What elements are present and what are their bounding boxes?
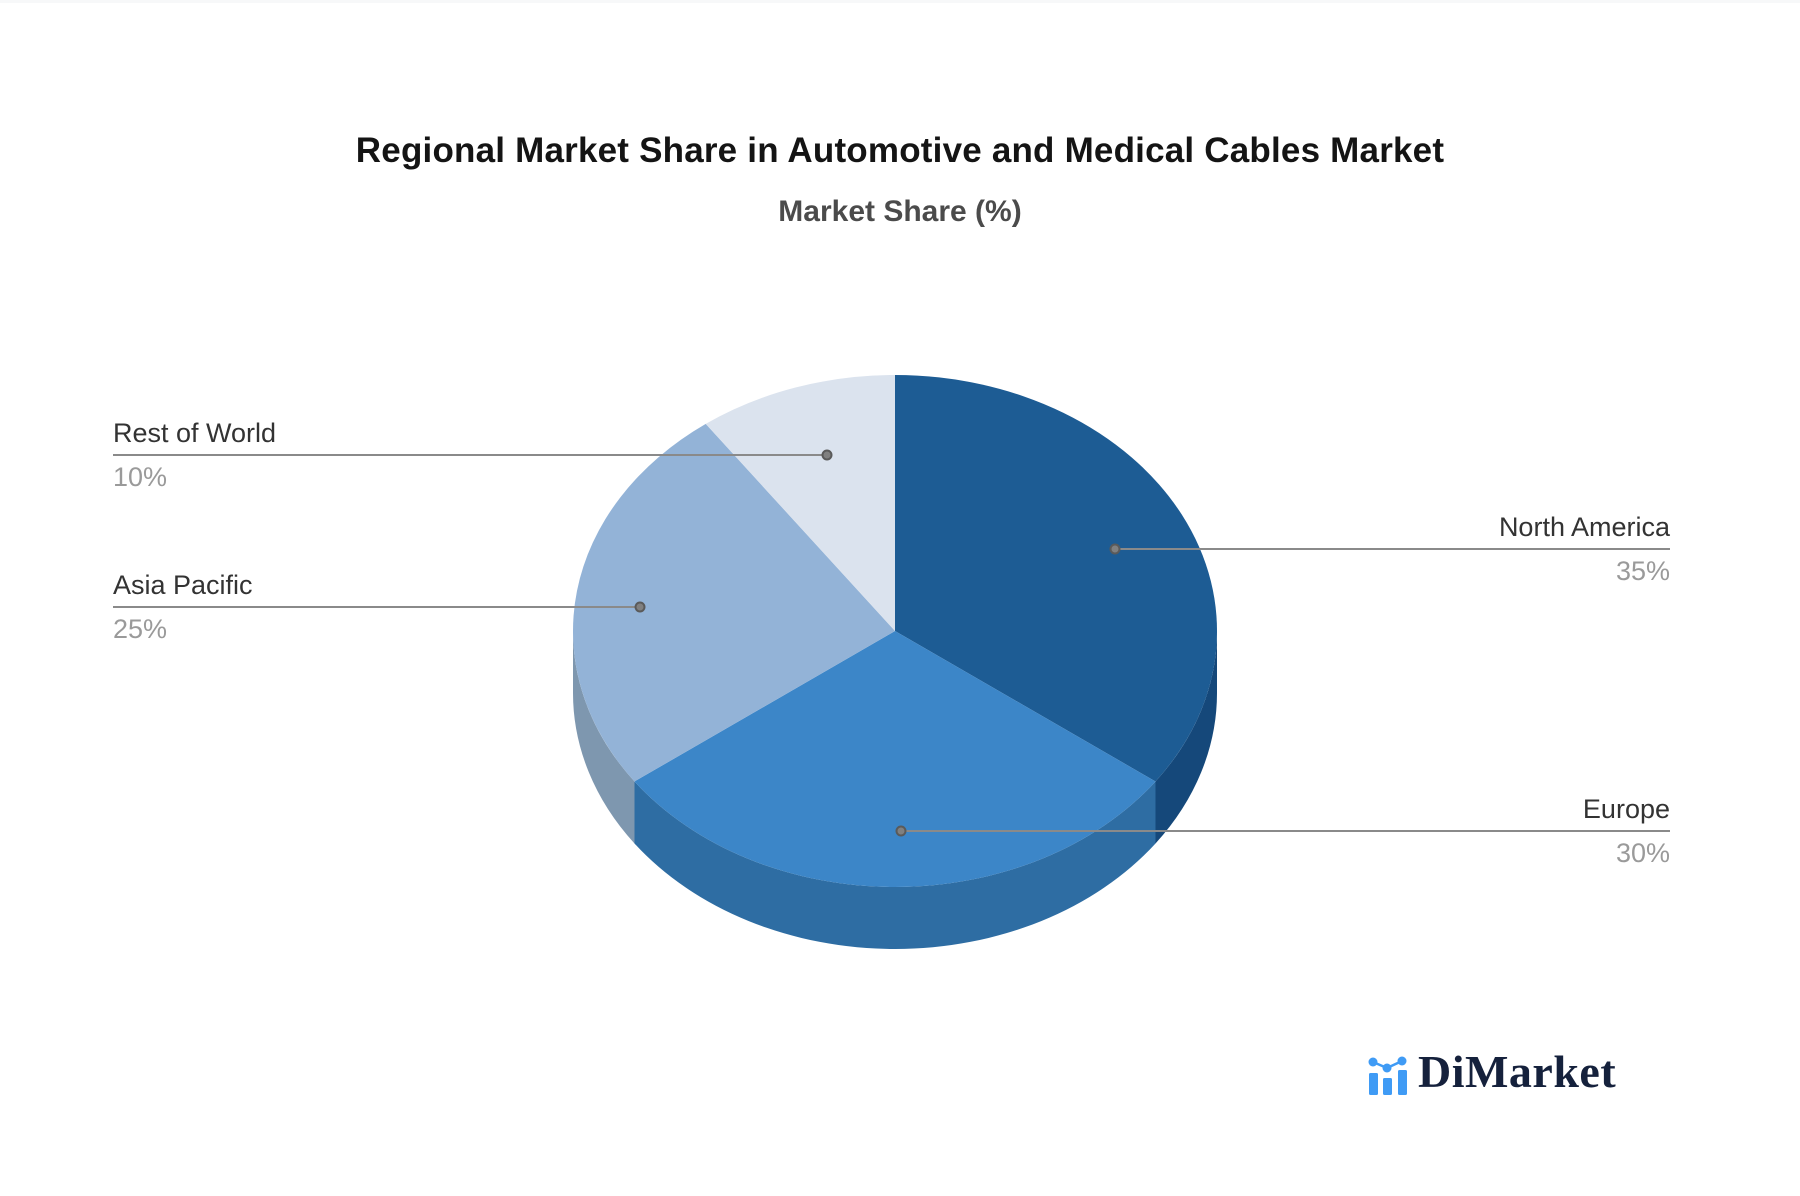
- bar-chart-icon: [1368, 1056, 1407, 1095]
- callout-dot-europe: [895, 825, 907, 837]
- chart-title: Regional Market Share in Automotive and …: [355, 131, 1445, 170]
- callout-europe: Europe 30%: [1583, 794, 1670, 869]
- callout-value: 25%: [113, 614, 168, 644]
- callout-value: 35%: [1615, 556, 1670, 586]
- callout-asia-pacific: Asia Pacific 25%: [113, 570, 253, 645]
- callout-value: 30%: [1615, 838, 1670, 868]
- pie-slice-asia-pacific: [573, 423, 895, 782]
- pie-rim-north-america: [1155, 631, 1217, 844]
- callout-label: North America: [1498, 512, 1670, 542]
- callout-dot-asia-pacific: [634, 601, 646, 613]
- pie-slices: [573, 375, 1217, 887]
- pie-slice-north-america: [895, 375, 1217, 782]
- chart-subtitle: Market Share (%): [778, 195, 1022, 228]
- callout-dot-rest-of-world: [821, 449, 833, 461]
- callout-label: Rest of World: [113, 418, 277, 448]
- callout-dot-north-america: [1109, 543, 1121, 555]
- callout-value: 10%: [113, 462, 168, 492]
- pie-rim-asia-pacific: [573, 631, 635, 844]
- callout-rest-of-world: Rest of World 10%: [113, 418, 276, 493]
- pie-chart: [113, 375, 1670, 950]
- callout-label: Europe: [1582, 794, 1670, 824]
- logo-text: DiMarket: [1418, 1046, 1617, 1097]
- callout-north-america: North America 35%: [1499, 512, 1670, 587]
- callout-lines: [113, 449, 1670, 837]
- dimarket-logo: DiMarket: [1368, 1049, 1616, 1095]
- pie-3d-rim: [573, 631, 1217, 950]
- pie-rim-europe: [634, 781, 1156, 950]
- pie-slice-europe: [634, 631, 1156, 887]
- pie-slice-rest-of-world: [705, 375, 895, 631]
- callout-label: Asia Pacific: [113, 570, 253, 600]
